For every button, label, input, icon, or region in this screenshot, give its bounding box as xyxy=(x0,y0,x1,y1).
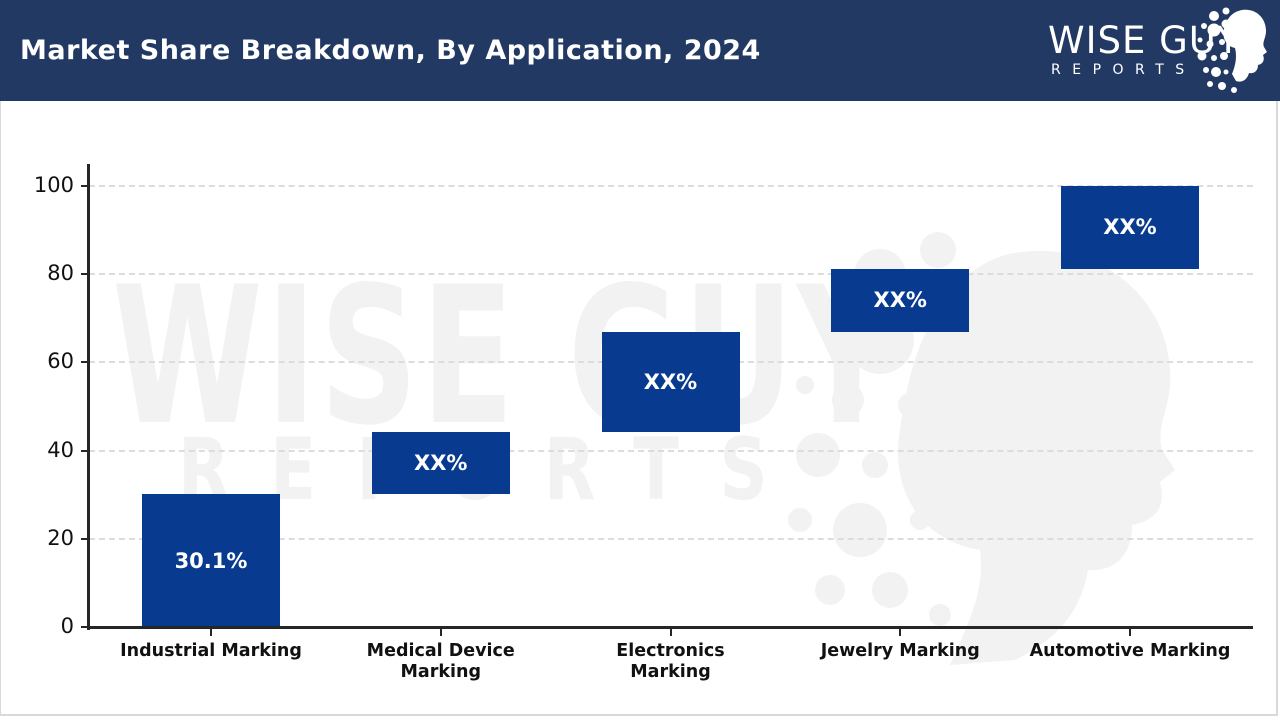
x-axis-category-label: Medical Device Marking xyxy=(366,641,515,682)
wise-guy-reports-logo: WISE GUY REPORTS xyxy=(1020,4,1270,97)
y-tick-label: 0 xyxy=(60,614,74,638)
logo-head-icon xyxy=(1197,7,1267,93)
logo-name: WISE GUY xyxy=(1048,19,1241,62)
bar-value-label: XX% xyxy=(873,288,927,313)
y-gridline xyxy=(89,537,1253,540)
y-gridline xyxy=(89,185,1253,187)
y-tick-mark xyxy=(81,537,89,540)
page-title: Market Share Breakdown, By Application, … xyxy=(20,35,761,66)
y-tick-label: 100 xyxy=(33,173,74,197)
bar-value-label: 30.1% xyxy=(174,548,248,573)
waterfall-bar-segment: 30.1% xyxy=(142,494,280,627)
y-tick-mark xyxy=(81,449,89,452)
x-tick-mark xyxy=(669,629,672,636)
bar-value-label: XX% xyxy=(643,369,698,394)
logo-subtitle: REPORTS xyxy=(1051,62,1196,78)
x-tick-mark xyxy=(439,629,442,636)
x-axis-category-label: Electronics Marking xyxy=(616,641,725,682)
waterfall-bar-segment: XX% xyxy=(371,432,510,495)
bar-value-label: XX% xyxy=(1103,215,1157,240)
waterfall-bar-segment: XX% xyxy=(831,268,970,332)
x-tick-mark xyxy=(1129,629,1131,636)
logo-text: WISE GUY REPORTS xyxy=(1048,19,1241,79)
x-axis-category-label: Jewelry Marking xyxy=(820,641,980,661)
y-tick-label: 20 xyxy=(47,525,74,550)
y-tick-mark xyxy=(81,626,89,628)
y-gridline xyxy=(89,449,1253,452)
waterfall-bar-segment: XX% xyxy=(1061,186,1199,269)
y-tick-label: 40 xyxy=(47,437,74,462)
y-tick-label: 60 xyxy=(47,349,74,374)
y-tick-label: 80 xyxy=(47,261,74,286)
y-tick-mark xyxy=(81,273,89,276)
bar-value-label: XX% xyxy=(414,451,468,476)
y-tick-mark xyxy=(81,361,89,364)
y-tick-mark xyxy=(81,185,89,187)
watermark-head-logo xyxy=(788,232,1175,665)
x-axis-line xyxy=(87,626,1253,629)
x-axis-category-label: Automotive Marking xyxy=(1029,641,1231,661)
y-gridline xyxy=(89,273,1253,276)
x-axis-category-label: Industrial Marking xyxy=(120,641,302,661)
watermark-text: WISE GUY xyxy=(112,246,899,467)
y-axis-line xyxy=(87,164,90,630)
x-tick-mark xyxy=(899,629,902,636)
header-bar: Market Share Breakdown, By Application, … xyxy=(0,0,1280,101)
x-tick-mark xyxy=(210,629,212,636)
waterfall-bar-segment: XX% xyxy=(601,331,740,433)
